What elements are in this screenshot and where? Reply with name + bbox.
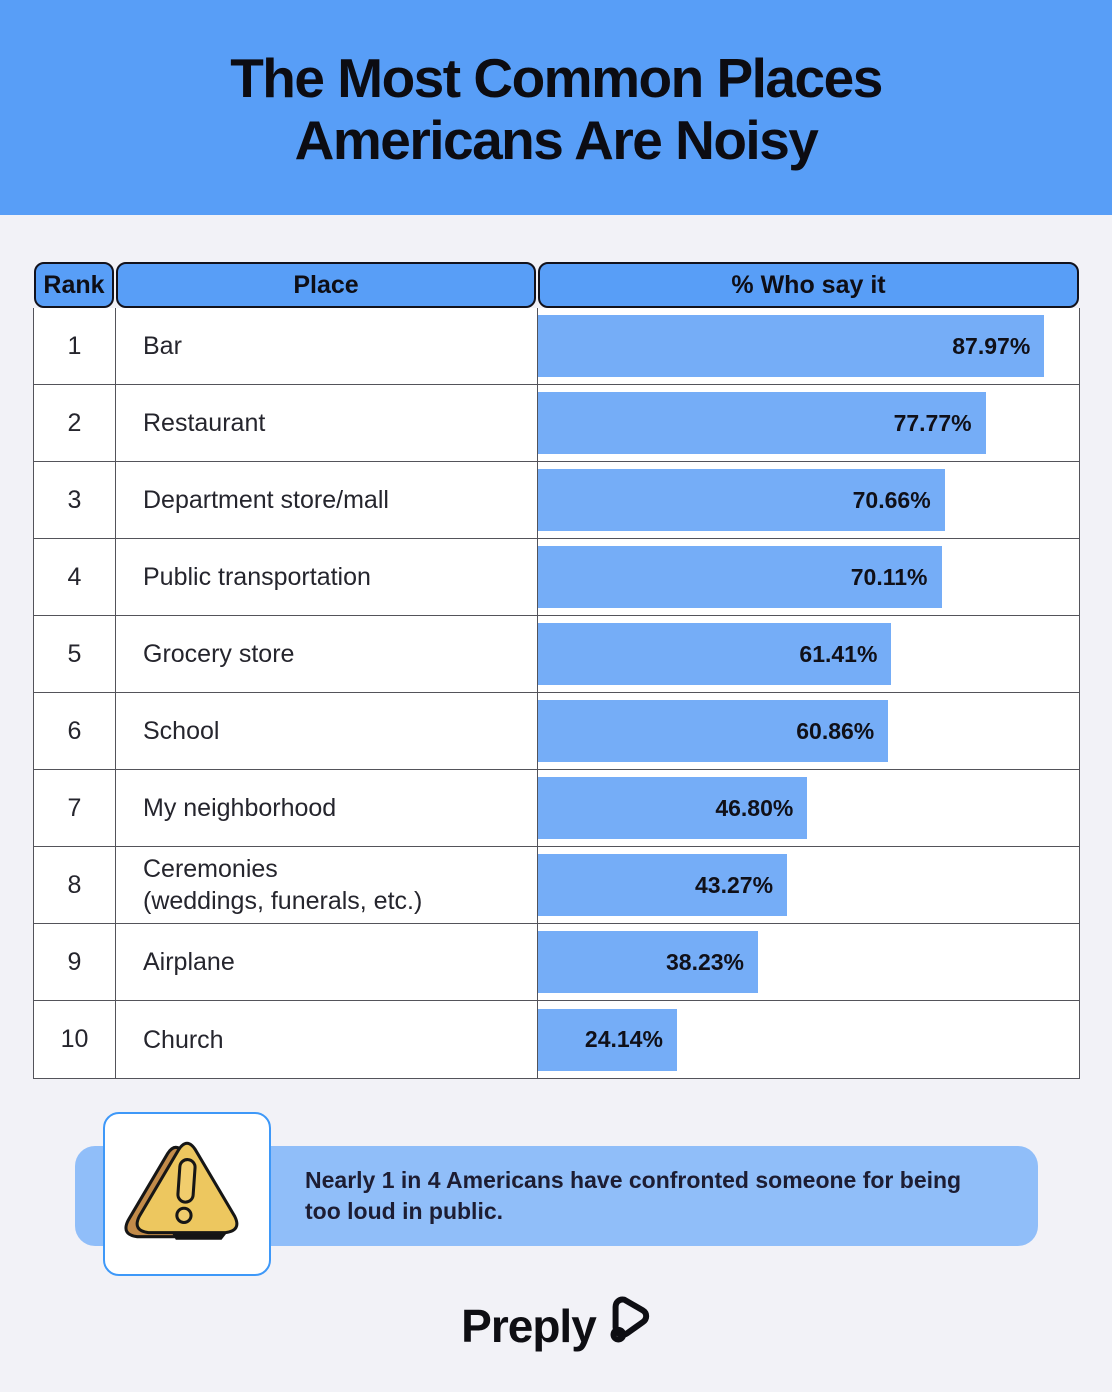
bar-cell: 70.11% <box>538 539 1079 615</box>
place-cell: Airplane <box>116 924 538 1000</box>
bar-cell: 77.77% <box>538 385 1079 461</box>
place-cell: Public transportation <box>116 539 538 615</box>
rank-cell: 4 <box>34 539 116 615</box>
rank-cell: 8 <box>34 847 116 923</box>
page-title: The Most Common Places Americans Are Noi… <box>230 46 883 171</box>
table-row: 9 Airplane 38.23% <box>34 924 1079 1001</box>
bar-cell: 43.27% <box>538 847 1079 923</box>
percentage-bar: 70.11% <box>538 546 942 608</box>
table-row: 2 Restaurant 77.77% <box>34 385 1079 462</box>
callout-icon-card <box>103 1112 271 1276</box>
place-cell: Ceremonies (weddings, funerals, etc.) <box>116 847 538 923</box>
percentage-bar: 24.14% <box>538 1008 677 1071</box>
percentage-label: 24.14% <box>584 1026 663 1052</box>
bar-cell: 61.41% <box>538 616 1079 692</box>
header-banner: The Most Common Places Americans Are Noi… <box>0 0 1112 215</box>
percentage-label: 38.23% <box>666 948 745 975</box>
percentage-bar: 43.27% <box>538 854 788 916</box>
column-header-rank: Rank <box>34 262 114 308</box>
place-cell: Department store/mall <box>116 462 538 538</box>
place-cell: Restaurant <box>116 385 538 461</box>
percentage-label: 60.86% <box>796 717 875 744</box>
rank-cell: 2 <box>34 385 116 461</box>
place-cell: Church <box>116 1001 538 1078</box>
callout-text: Nearly 1 in 4 Americans have confronted … <box>305 1166 962 1224</box>
rank-cell: 5 <box>34 616 116 692</box>
footer: Preply <box>0 1294 1112 1358</box>
table-row: 5 Grocery store 61.41% <box>34 616 1079 693</box>
rank-cell: 6 <box>34 693 116 769</box>
bar-cell: 46.80% <box>538 770 1079 846</box>
table-body: 1 Bar 87.97% 2 Restaurant 77.77% 3 Depar… <box>33 308 1080 1079</box>
rank-cell: 10 <box>34 1001 116 1078</box>
bar-cell: 24.14% <box>538 1001 1079 1078</box>
column-header-percent: % Who say it <box>538 262 1079 308</box>
place-cell: School <box>116 693 538 769</box>
noisy-places-table: Rank Place % Who say it 1 Bar 87.97% 2 R… <box>33 262 1080 1079</box>
place-cell: Bar <box>116 308 538 384</box>
table-row: 4 Public transportation 70.11% <box>34 539 1079 616</box>
percentage-label: 70.11% <box>850 563 928 590</box>
table-row: 3 Department store/mall 70.66% <box>34 462 1079 539</box>
table-row: 10 Church 24.14% <box>34 1001 1079 1078</box>
percentage-bar: 87.97% <box>538 315 1045 377</box>
bar-cell: 60.86% <box>538 693 1079 769</box>
percentage-label: 77.77% <box>893 409 972 436</box>
percentage-bar: 77.77% <box>538 392 986 454</box>
bar-cell: 70.66% <box>538 462 1079 538</box>
table-row: 7 My neighborhood 46.80% <box>34 770 1079 847</box>
percentage-bar: 38.23% <box>538 931 759 993</box>
preply-bubble-icon <box>605 1292 651 1351</box>
percentage-bar: 61.41% <box>538 623 892 685</box>
table-row: 1 Bar 87.97% <box>34 308 1079 385</box>
warning-triangle-icon <box>121 1127 253 1262</box>
table-row: 6 School 60.86% <box>34 693 1079 770</box>
place-cell: My neighborhood <box>116 770 538 846</box>
percentage-label: 61.41% <box>799 640 878 667</box>
table-header-row: Rank Place % Who say it <box>33 262 1080 308</box>
percentage-label: 70.66% <box>852 486 931 513</box>
bar-cell: 38.23% <box>538 924 1079 1000</box>
bar-cell: 87.97% <box>538 308 1079 384</box>
brand-name: Preply <box>461 1300 597 1352</box>
rank-cell: 1 <box>34 308 116 384</box>
rank-cell: 9 <box>34 924 116 1000</box>
percentage-label: 87.97% <box>952 332 1031 359</box>
column-header-place: Place <box>116 262 536 308</box>
table-row: 8 Ceremonies (weddings, funerals, etc.) … <box>34 847 1079 924</box>
percentage-bar: 46.80% <box>538 777 808 839</box>
place-cell: Grocery store <box>116 616 538 692</box>
percentage-bar: 70.66% <box>538 469 945 531</box>
percentage-label: 43.27% <box>695 871 774 898</box>
rank-cell: 7 <box>34 770 116 846</box>
percentage-label: 46.80% <box>715 794 794 821</box>
rank-cell: 3 <box>34 462 116 538</box>
percentage-bar: 60.86% <box>538 700 889 762</box>
